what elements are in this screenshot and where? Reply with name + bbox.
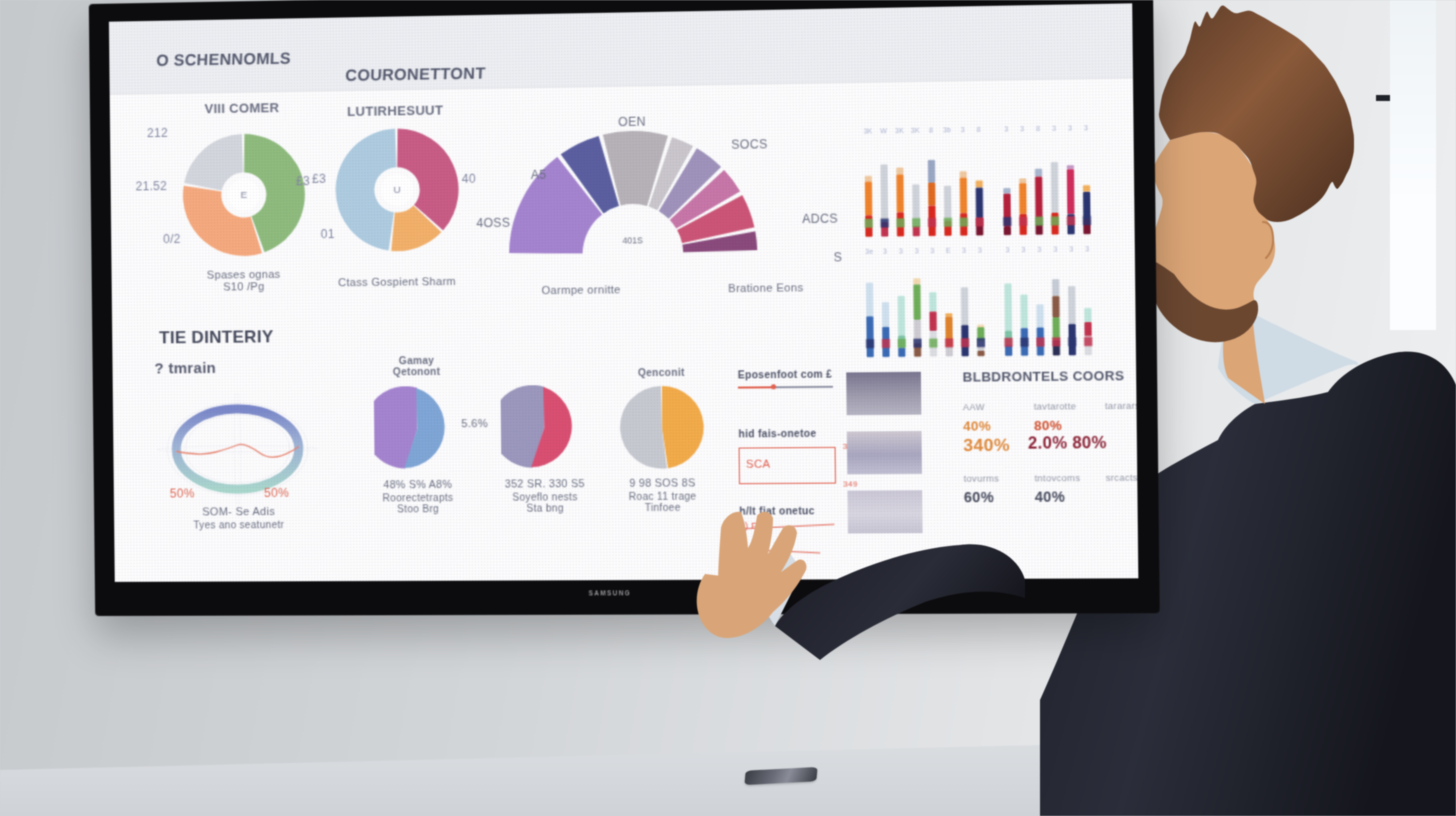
svg-text:3: 3 [1037, 247, 1041, 254]
svg-text:3: 3 [1052, 126, 1056, 133]
svg-text:3: 3 [1084, 125, 1088, 132]
svg-text:8: 8 [929, 127, 933, 134]
svg-text:8: 8 [1036, 126, 1040, 133]
svg-text:3K: 3K [863, 128, 872, 135]
svg-text:3: 3 [1021, 247, 1025, 254]
svg-text:3: 3 [915, 248, 919, 255]
svg-text:3K: 3K [911, 128, 920, 135]
svg-text:401S: 401S [622, 236, 643, 246]
svg-text:U: U [393, 185, 400, 196]
svg-text:3: 3 [961, 127, 965, 134]
svg-text:3: 3 [930, 248, 934, 255]
svg-text:E: E [240, 190, 247, 201]
svg-text:3K: 3K [895, 128, 904, 135]
svg-text:3e: 3e [865, 249, 873, 256]
svg-text:3: 3 [1020, 126, 1024, 133]
svg-text:3: 3 [962, 248, 966, 255]
svg-text:W: W [880, 128, 887, 135]
svg-text:3: 3 [1068, 125, 1072, 132]
svg-text:3: 3 [1069, 246, 1073, 253]
svg-text:3: 3 [1004, 126, 1008, 133]
svg-text:3: 3 [978, 247, 982, 254]
svg-text:3: 3 [1053, 247, 1057, 254]
svg-text:8: 8 [977, 127, 981, 134]
svg-text:3: 3 [883, 249, 887, 256]
svg-text:E: E [946, 248, 951, 255]
svg-text:3b: 3b [943, 127, 951, 134]
svg-text:3: 3 [1085, 246, 1089, 253]
svg-text:3: 3 [1006, 247, 1010, 254]
svg-text:3: 3 [899, 248, 903, 255]
